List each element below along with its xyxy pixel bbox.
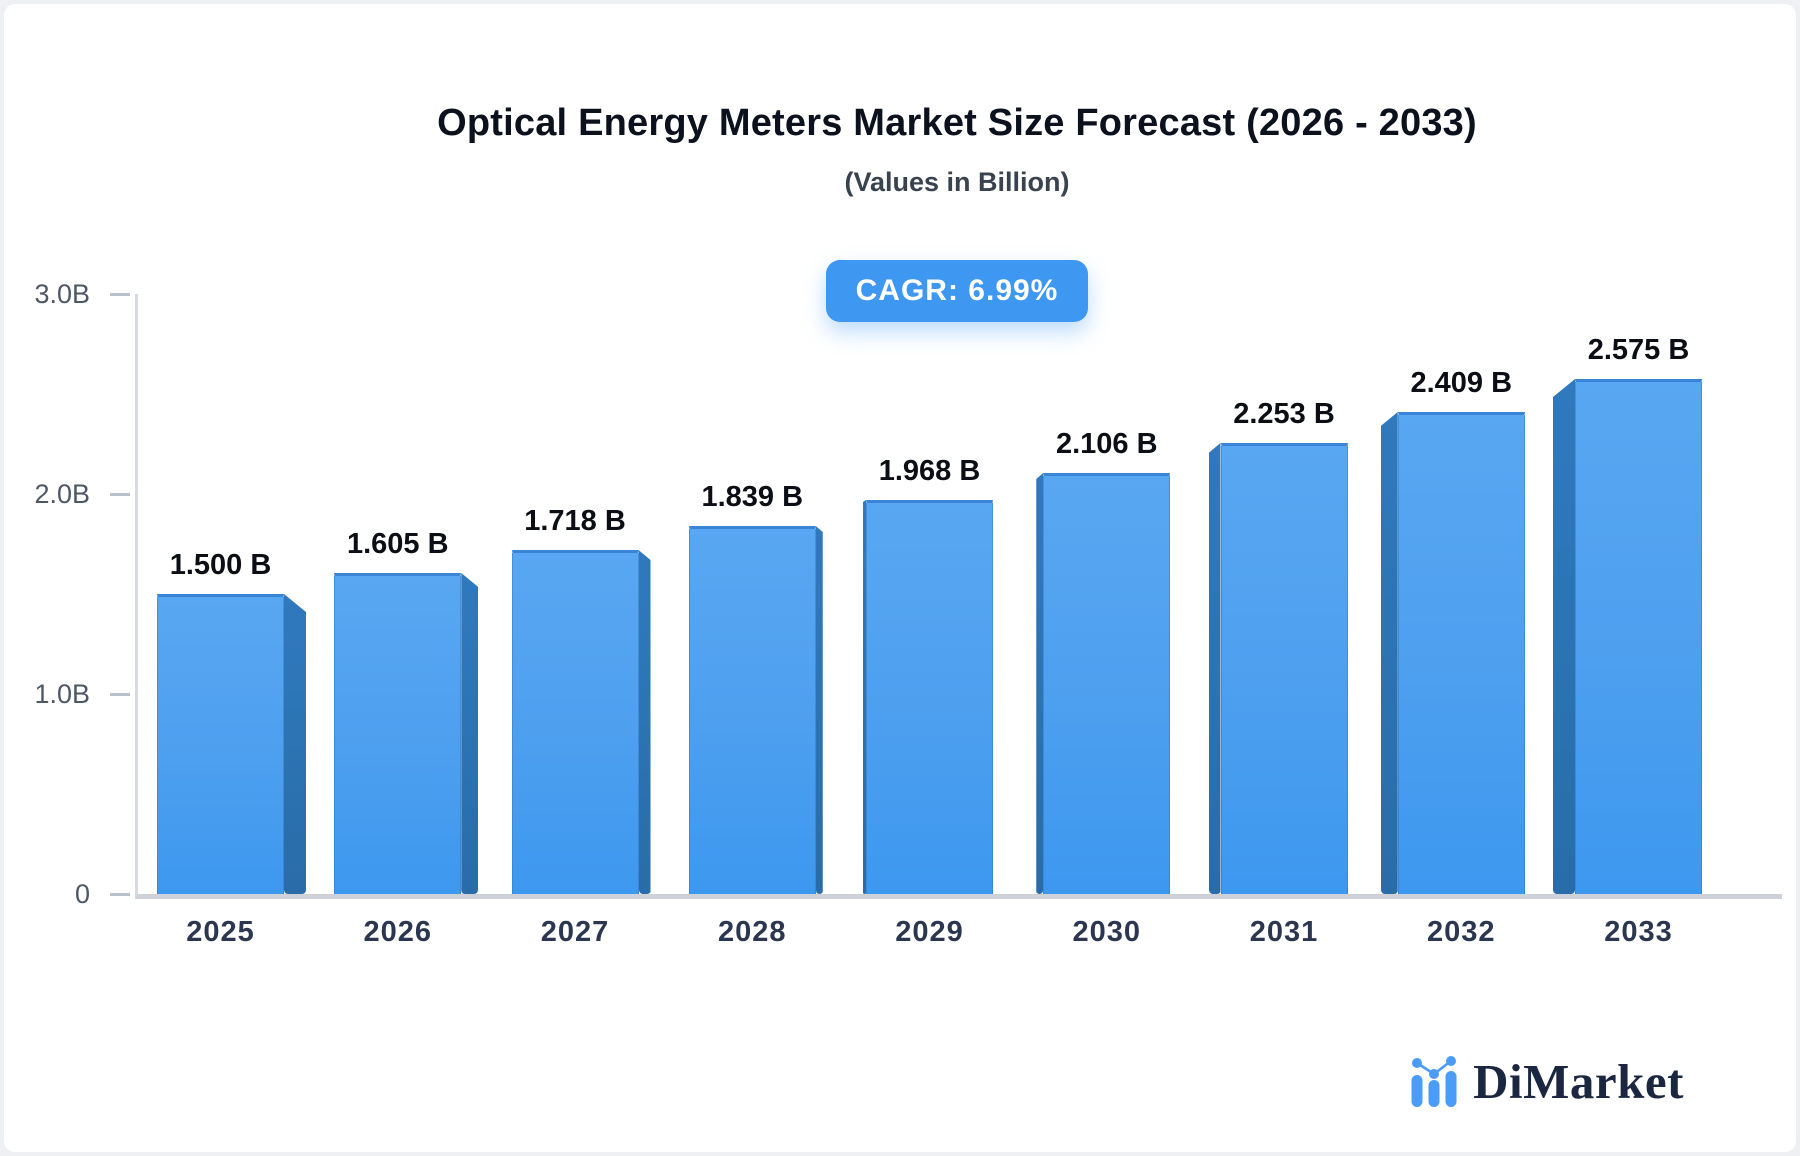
bar-3d-side-2025 [284,594,306,894]
bar-2025 [157,594,284,894]
bar-3d-side-2031 [1208,443,1221,894]
x-tick-2029: 2029 [895,916,964,948]
bar-3d-side-2028 [815,526,823,894]
bar-value-2031: 2.253 B [1233,398,1335,430]
x-tick-2025: 2025 [186,916,255,948]
plot-area: 3.0B 2.0B 1.0B 0 1.500 B 2025 1.605 B 2026 1.718… [34,279,1782,948]
brand-name: DiMarket [1473,1053,1684,1109]
bar-value-2025: 1.500 B [169,549,272,581]
bar-3d-side-2032 [1380,412,1398,894]
bar-2028 [688,526,816,894]
bar-3d-side-2030 [1036,473,1044,894]
bar-value-2028: 1.839 B [701,481,804,513]
bar-2027 [511,550,639,894]
bar-value-2032: 2.409 B [1410,367,1513,399]
y-tick-mark [110,292,130,296]
bar-value-2027: 1.718 B [524,505,626,537]
bar-2033 [1575,379,1702,894]
bar-3d-side-2033 [1553,379,1575,894]
y-tick-label: 3.0B [34,279,90,309]
bar-3d-side-2029 [863,500,866,894]
chart-title: Optical Energy Meters Market Size Foreca… [437,102,1477,144]
x-tick-2026: 2026 [363,916,432,948]
brand-logo: DiMarket [1409,1052,1684,1110]
bar-value-2026: 1.605 B [346,528,449,560]
y-tick-mark [110,492,130,496]
y-tick-label: 0 [74,879,90,909]
bar-3d-side-2026 [461,573,479,894]
badge-row: CAGR: 6.99% [135,260,1779,322]
y-tick-label: 2.0B [34,479,90,509]
chart-subtitle: (Values in Billion) [844,167,1070,197]
bar-2031 [1220,443,1348,894]
bar-value-2033: 2.575 B [1587,334,1690,366]
bar-2029 [866,500,993,894]
x-tick-2028: 2028 [717,916,787,948]
bar-2032 [1397,412,1525,894]
chart-card: Optical Energy Meters Market Size Foreca… [3,3,1797,1153]
x-tick-2027: 2027 [540,916,610,948]
bar-3d-side-2027 [638,550,651,894]
bar-value-2030: 2.106 B [1055,428,1158,460]
x-tick-2032: 2032 [1426,916,1496,948]
y-tick-label: 1.0B [34,679,90,709]
cagr-badge: CAGR: 6.99% [825,260,1089,322]
dimarket-logo-icon [1411,1056,1457,1107]
x-tick-2030: 2030 [1072,916,1141,948]
y-tick-mark [110,892,130,896]
bar-value-2029: 1.968 B [878,455,981,487]
x-tick-2033: 2033 [1604,916,1673,948]
x-tick-2031: 2031 [1249,916,1319,948]
chart-header: Optical Energy Meters Market Size Foreca… [135,102,1779,198]
y-tick-mark [110,692,130,696]
bar-2030 [1043,473,1171,894]
bar-2026 [334,573,462,894]
